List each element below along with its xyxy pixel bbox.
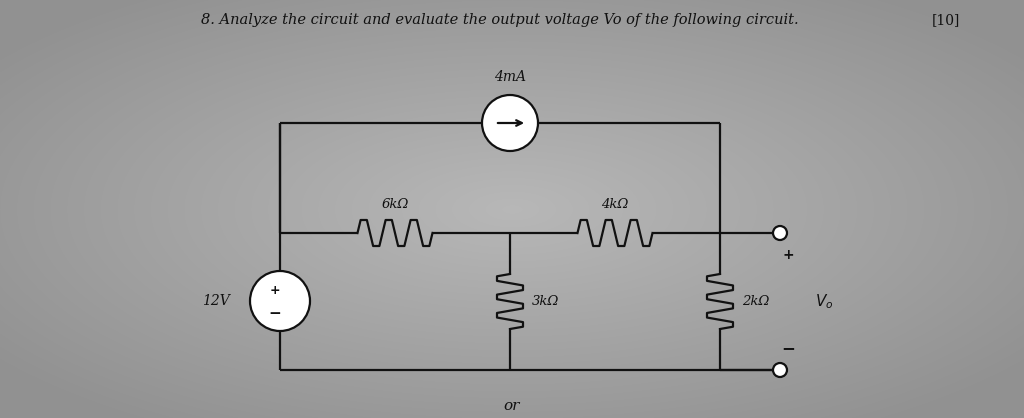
Circle shape: [773, 363, 787, 377]
Text: 3kΩ: 3kΩ: [532, 295, 559, 308]
Text: 12V: 12V: [203, 294, 230, 308]
Text: 2kΩ: 2kΩ: [742, 295, 769, 308]
Text: [10]: [10]: [932, 13, 961, 27]
Text: $V_o$: $V_o$: [815, 292, 834, 311]
Text: −: −: [268, 306, 282, 321]
Text: or: or: [504, 399, 520, 413]
Circle shape: [250, 271, 310, 331]
Text: 4mA: 4mA: [494, 70, 526, 84]
Text: 4kΩ: 4kΩ: [601, 198, 629, 211]
Text: +: +: [269, 285, 281, 298]
Text: 6kΩ: 6kΩ: [381, 198, 409, 211]
Circle shape: [482, 95, 538, 151]
Text: −: −: [781, 339, 795, 357]
Text: 8. Analyze the circuit and evaluate the output voltage Vo of the following circu: 8. Analyze the circuit and evaluate the …: [201, 13, 799, 27]
Text: +: +: [782, 248, 794, 262]
Circle shape: [773, 226, 787, 240]
